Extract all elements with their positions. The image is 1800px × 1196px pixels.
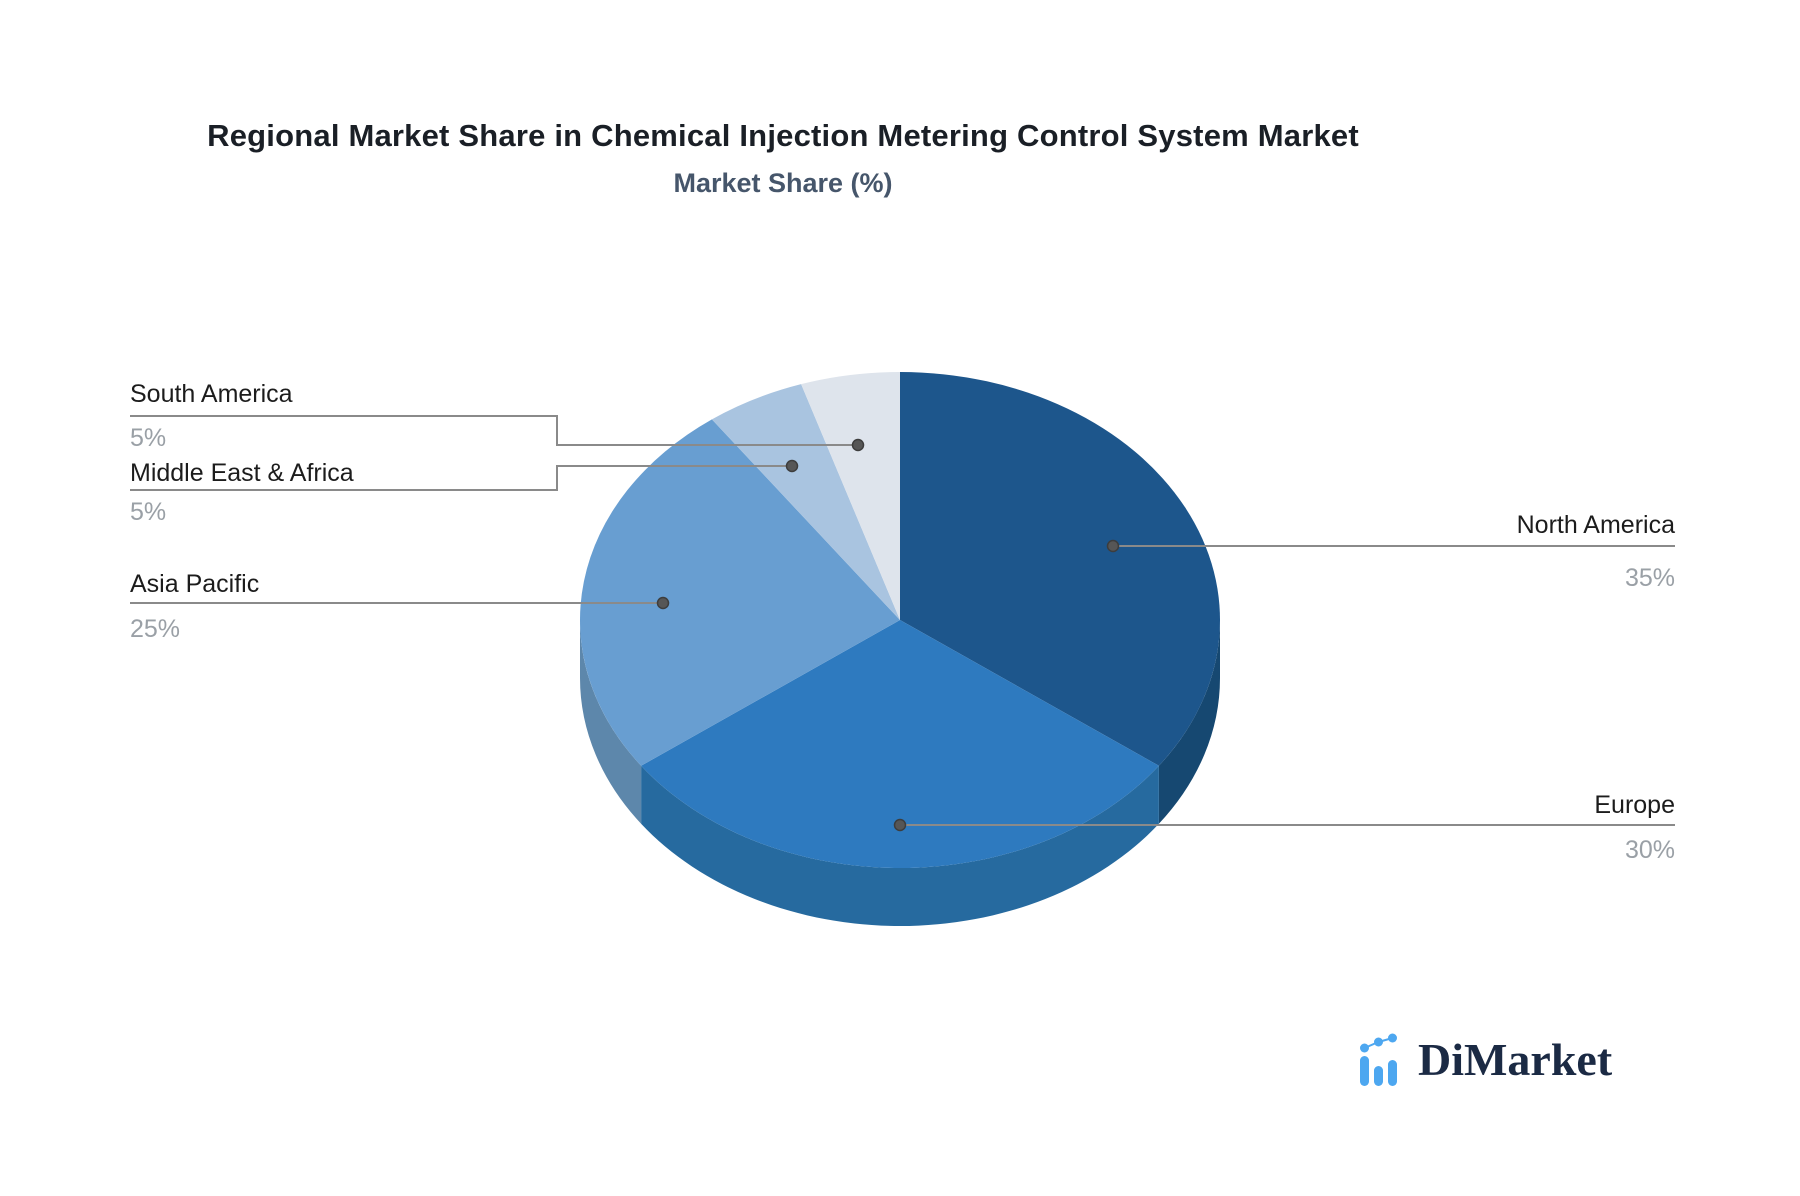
leader-dot-south-america [851,438,865,452]
callout-asia-pacific-label: Asia Pacific [130,570,260,598]
pie-slice-middle-east-africa[interactable] [711,384,900,620]
pie-slice-europe[interactable] [641,620,1159,868]
callout-asia-pacific-value: 25% [130,615,181,643]
leader-dot-asia-pacific [656,596,670,610]
leader-dot-middle-east-africa [785,459,799,473]
pie-rim-asia-pacific [580,620,642,824]
callout-middle-east-africa-value: 5% [130,498,167,526]
callout-north-america-value: 35% [1624,564,1675,592]
bar-chart-logo-icon [1360,1033,1397,1086]
pie-slice-north-america[interactable] [900,372,1220,766]
leader-dot-north-america [1106,539,1120,553]
callout-south-america-value: 5% [130,424,167,452]
leader-dot-europe [893,818,907,832]
callout-europe-label: Europe [1594,791,1675,819]
callout-middle-east-africa-label: Middle East & Africa [130,459,354,487]
pie-rim-europe [641,765,1159,926]
leader-line-middle-east-africa [130,465,786,491]
callout-north-america-label: North America [1516,511,1675,539]
callout-south-america-label: South America [130,380,293,408]
leader-line-south-america [130,415,852,446]
pie-slice-asia-pacific[interactable] [580,419,900,766]
page-title: Regional Market Share in Chemical Inject… [207,118,1359,153]
page-subtitle: Market Share (%) [673,168,893,198]
pie-slice-south-america[interactable] [801,372,900,620]
pie-rim-north-america [1158,620,1220,824]
callout-europe-value: 30% [1624,836,1675,864]
logo-text: DiMarket [1418,1034,1613,1085]
logo: DiMarket [1360,1032,1612,1088]
